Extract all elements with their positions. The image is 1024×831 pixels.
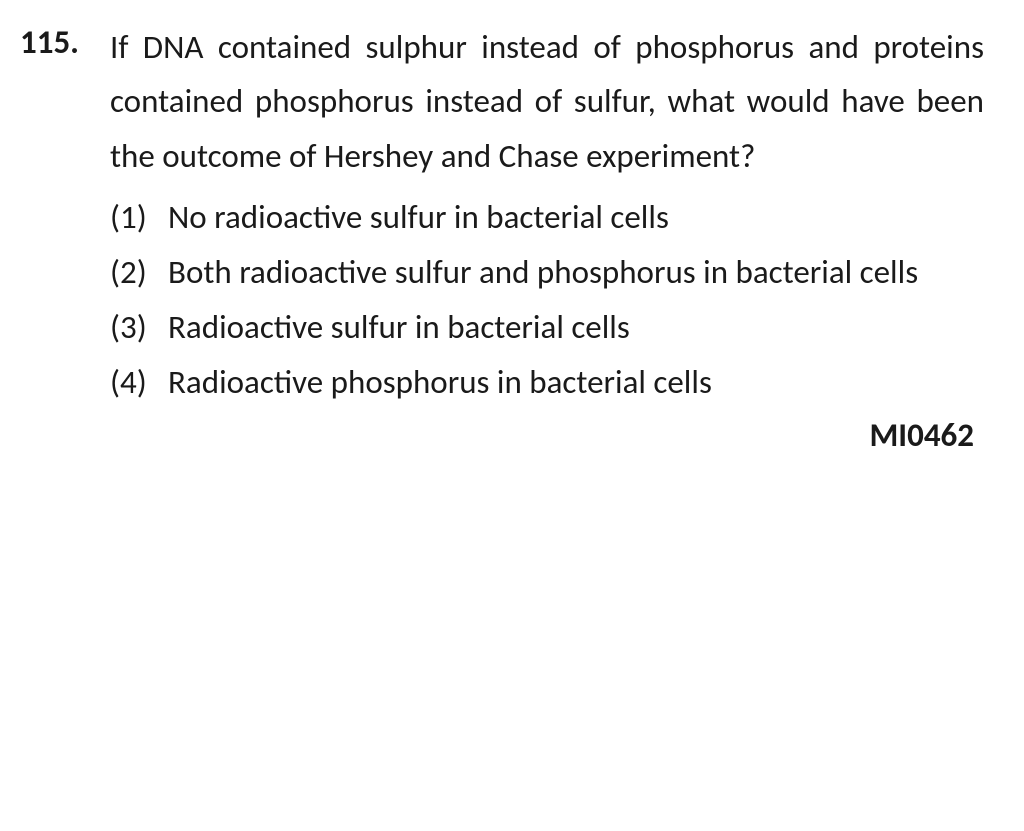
options-list: (1) No radioactive sulfur in bacterial c… <box>110 191 984 408</box>
question-page: 115. If DNA contained sulphur instead of… <box>0 0 1024 475</box>
question-code: MI0462 <box>110 415 984 455</box>
option-label: (3) <box>110 301 168 354</box>
option-label: (1) <box>110 191 168 244</box>
option-1: (1) No radioactive sulfur in bacterial c… <box>110 191 984 244</box>
question-row: 115. If DNA contained sulphur instead of… <box>20 20 984 455</box>
option-4: (4) Radioactive phosphorus in bacterial … <box>110 356 984 409</box>
option-3: (3) Radioactive sulfur in bacterial cell… <box>110 301 984 354</box>
option-label: (4) <box>110 356 168 409</box>
option-text: No radioactive sulfur in bacterial cells <box>168 191 984 244</box>
question-number: 115. <box>20 20 110 62</box>
option-text: Radioactive phosphorus in bacterial cell… <box>168 356 984 409</box>
option-text: Radioactive sulfur in bacterial cells <box>168 301 984 354</box>
option-text: Both radioactive sulfur and phosphorus i… <box>168 246 984 299</box>
option-label: (2) <box>110 246 168 299</box>
question-body: If DNA contained sulphur instead of phos… <box>110 20 984 455</box>
question-stem: If DNA contained sulphur instead of phos… <box>110 20 984 183</box>
option-2: (2) Both radioactive sulfur and phosphor… <box>110 246 984 299</box>
